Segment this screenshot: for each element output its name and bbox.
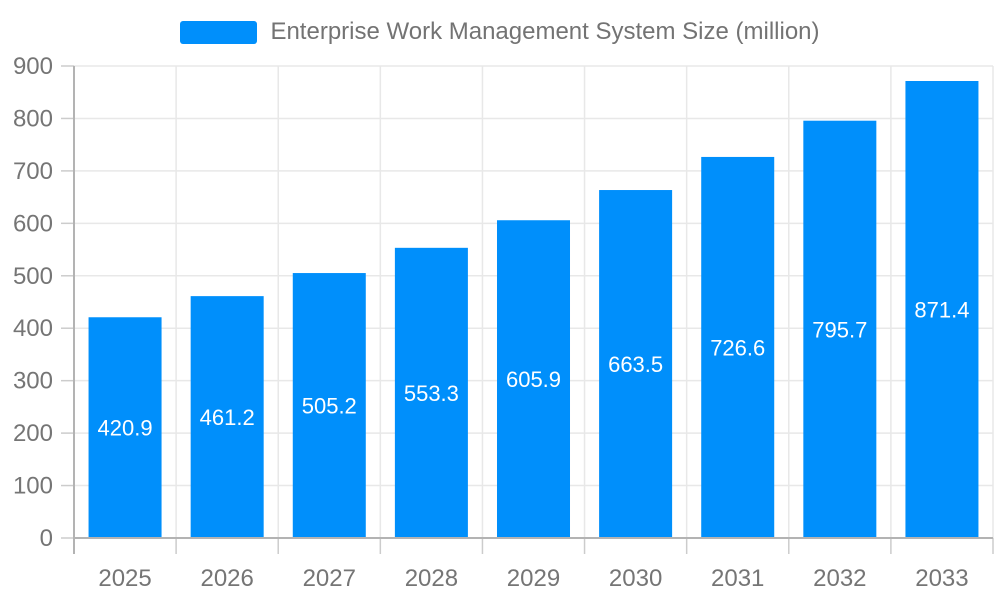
bar-value-label: 726.6 [710, 335, 765, 360]
bar-value-label: 505.2 [302, 394, 357, 419]
bar-2028[interactable] [394, 247, 468, 538]
bar-2027[interactable] [292, 273, 366, 538]
bar-value-label: 605.9 [506, 367, 561, 392]
y-axis-label: 500 [13, 263, 53, 290]
x-axis-label: 2032 [813, 565, 866, 592]
bar-2025[interactable] [88, 317, 162, 538]
y-axis-label: 400 [13, 315, 53, 342]
bar-2033[interactable] [905, 80, 979, 538]
y-axis-label: 800 [13, 105, 53, 132]
y-axis-label: 200 [13, 420, 53, 447]
legend-label: Enterprise Work Management System Size (… [270, 18, 820, 45]
x-axis-label: 2029 [507, 565, 560, 592]
y-axis-label: 900 [13, 53, 53, 80]
bar-2026[interactable] [190, 296, 264, 538]
bar-value-label: 795.7 [812, 317, 867, 342]
y-axis-label: 0 [40, 525, 53, 552]
bar-value-label: 553.3 [404, 381, 459, 406]
bar-value-label: 663.5 [608, 352, 663, 377]
x-axis-label: 2030 [609, 565, 662, 592]
x-axis-label: 2025 [98, 565, 151, 592]
y-axis-label: 300 [13, 368, 53, 395]
bar-2029[interactable] [496, 220, 571, 538]
legend-swatch [180, 20, 258, 44]
bar-2030[interactable] [599, 190, 673, 538]
bar-value-label: 461.2 [200, 405, 255, 430]
x-axis-label: 2031 [711, 565, 764, 592]
bar-2032[interactable] [803, 120, 877, 538]
y-axis-label: 100 [13, 473, 53, 500]
bar-value-label: 871.4 [914, 297, 969, 322]
x-axis-label: 2028 [405, 565, 458, 592]
x-axis-label: 2033 [915, 565, 968, 592]
x-axis-label: 2027 [303, 565, 356, 592]
y-axis-label: 700 [13, 158, 53, 185]
y-axis-label: 600 [13, 210, 53, 237]
x-axis-label: 2026 [200, 565, 253, 592]
legend[interactable]: Enterprise Work Management System Size (… [0, 18, 1000, 46]
bar-2031[interactable] [701, 156, 775, 538]
bar-value-label: 420.9 [98, 416, 153, 441]
